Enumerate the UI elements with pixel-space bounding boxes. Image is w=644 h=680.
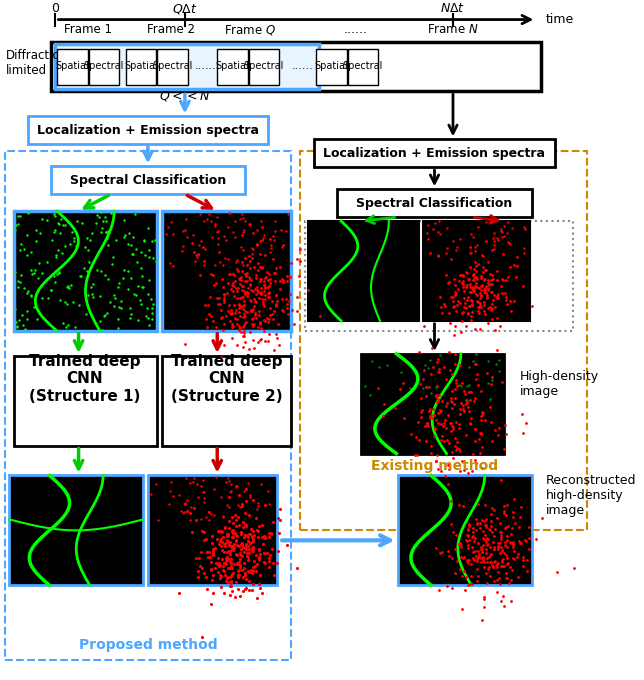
Bar — [301, 151, 587, 530]
Text: Spectral: Spectral — [84, 61, 124, 71]
Bar — [361, 354, 504, 454]
Bar — [157, 50, 187, 86]
Text: Frame $Q$: Frame $Q$ — [223, 22, 276, 37]
Text: Localization + Emission spectra: Localization + Emission spectra — [37, 124, 259, 137]
Bar — [249, 50, 279, 86]
Text: Frame $N$: Frame $N$ — [427, 23, 479, 36]
Text: Trained deep
CNN
(Structure 1): Trained deep CNN (Structure 1) — [29, 354, 141, 404]
Text: Existing method: Existing method — [371, 458, 498, 473]
Bar — [126, 50, 156, 86]
Bar — [148, 475, 278, 585]
Text: Localization + Emission spectra: Localization + Emission spectra — [323, 147, 545, 160]
Bar — [14, 211, 157, 331]
Bar — [337, 189, 531, 217]
Text: Trained deep
CNN
(Structure 2): Trained deep CNN (Structure 2) — [171, 354, 282, 404]
Text: $Q\Delta t$: $Q\Delta t$ — [172, 1, 198, 16]
Text: Spatial: Spatial — [124, 61, 158, 71]
Bar — [305, 221, 573, 331]
Text: Spectral: Spectral — [152, 61, 193, 71]
Text: 0: 0 — [52, 2, 59, 15]
Bar — [217, 50, 248, 86]
Text: Spectral Classification: Spectral Classification — [70, 173, 226, 187]
Text: $Q<<N$: $Q<<N$ — [159, 89, 211, 103]
Text: ......: ...... — [344, 23, 368, 36]
Bar — [308, 221, 419, 321]
Bar — [9, 475, 144, 585]
Bar — [14, 356, 157, 445]
Text: Spatial: Spatial — [216, 61, 249, 71]
Text: Spatial: Spatial — [314, 61, 348, 71]
Text: Spectral: Spectral — [343, 61, 383, 71]
Text: Proposed method: Proposed method — [79, 638, 217, 652]
Text: $N\Delta t$: $N\Delta t$ — [440, 2, 466, 15]
Text: Frame 1: Frame 1 — [64, 23, 112, 36]
Bar — [89, 50, 119, 86]
Text: ......: ...... — [292, 61, 313, 71]
Text: High-density
image: High-density image — [520, 370, 599, 398]
Bar — [51, 166, 245, 194]
Text: Spatial: Spatial — [55, 61, 90, 71]
Text: Spectral Classification: Spectral Classification — [356, 197, 513, 209]
Bar — [55, 44, 319, 89]
Text: Spectral: Spectral — [243, 61, 284, 71]
Bar — [423, 221, 530, 321]
Bar — [51, 41, 541, 91]
Bar — [5, 151, 291, 660]
Text: Frame 2: Frame 2 — [147, 23, 195, 36]
Text: ......: ...... — [194, 61, 216, 71]
Bar — [57, 50, 88, 86]
Text: Reconstructed
high-density
image: Reconstructed high-density image — [545, 474, 636, 517]
Bar — [162, 356, 291, 445]
Text: time: time — [545, 13, 574, 26]
Bar — [316, 50, 346, 86]
Bar — [397, 475, 531, 585]
Bar — [348, 50, 378, 86]
Text: Diffraction
limited: Diffraction limited — [6, 50, 68, 78]
Bar — [314, 139, 554, 167]
Bar — [162, 211, 291, 331]
Bar — [28, 116, 268, 144]
